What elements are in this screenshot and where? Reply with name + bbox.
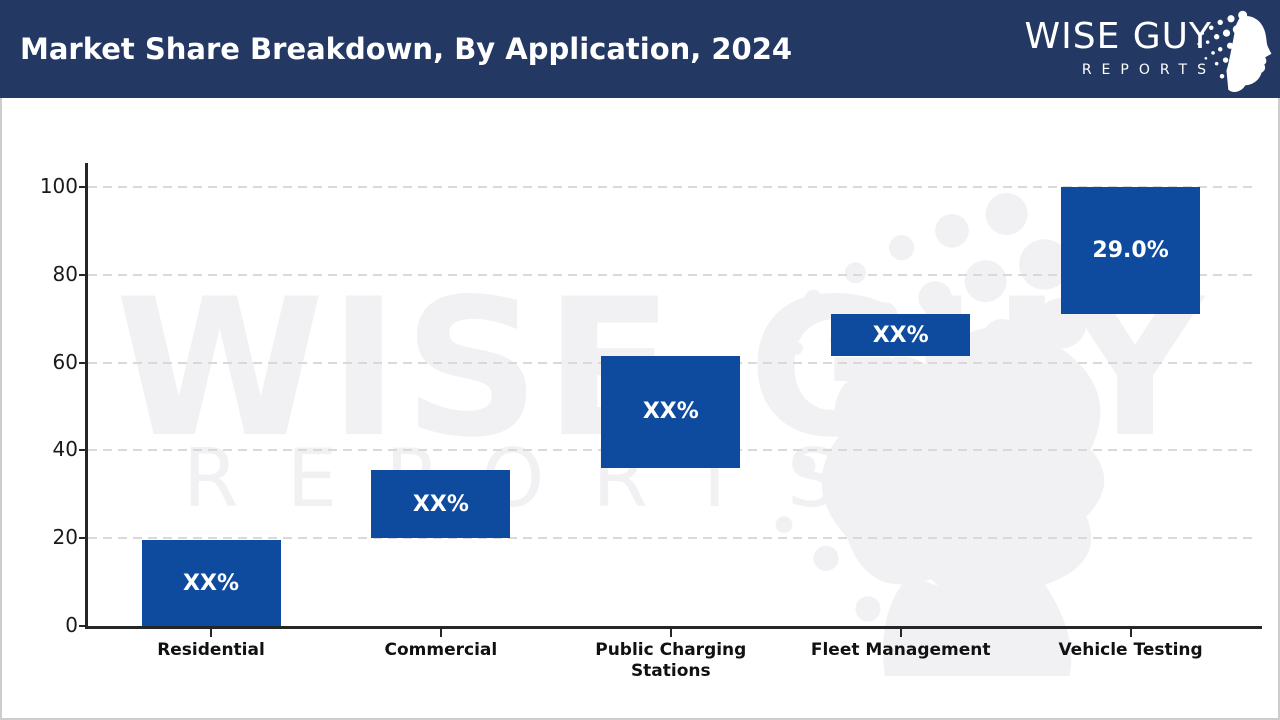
bar-value-label: XX% [183,570,239,596]
header-bar: Market Share Breakdown, By Application, … [0,0,1280,98]
logo-subtext: REPORTS [1081,62,1216,78]
x-tick-mark [210,629,212,637]
y-tick-label: 100 [39,174,78,198]
x-category-label: Commercial [384,640,498,660]
y-tick-mark [79,449,88,452]
x-tick-mark [439,629,442,637]
x-tick-mark [1129,629,1132,637]
waterfall-bar-segment: XX% [371,470,511,539]
logo-wordmark: WISE GUY [1024,16,1212,57]
watermark-head-icon [775,193,1139,676]
bar-value-label: XX% [642,399,699,425]
x-category-label: Vehicle Testing [1058,640,1203,660]
wiseguy-logo: WISE GUY REPORTS [1006,6,1276,96]
waterfall-bar-segment: XX% [831,314,971,356]
y-tick-label: 40 [52,437,78,462]
bar-value-label: XX% [412,491,469,517]
x-category-label: Public Charging Stations [595,640,747,681]
x-axis-spine [85,626,1262,629]
y-axis-spine [85,163,88,629]
bar-value-label: XX% [872,322,929,348]
y-tick-label: 20 [52,525,78,550]
wiseguy-head-icon [1197,10,1272,92]
y-tick-mark [79,361,88,364]
y-tick-label: 80 [52,261,78,286]
y-tick-mark [79,537,88,540]
y-tick-label: 0 [65,613,78,637]
x-category-label: Fleet Management [810,640,991,660]
waterfall-bar-segment: 29.0% [1061,187,1201,315]
grid-line [88,273,1256,276]
waterfall-bar-segment: XX% [141,540,281,626]
waterfall-bar-segment: XX% [601,356,741,468]
grid-line [88,537,1256,540]
x-tick-mark [899,629,902,637]
y-tick-mark [79,186,88,188]
bar-value-label: 29.0% [1092,238,1169,264]
x-category-label: Residential [157,640,265,660]
grid-line [88,186,1256,188]
x-tick-mark [669,629,672,637]
y-tick-mark [79,273,88,276]
y-tick-mark [79,625,88,627]
chart-title: Market Share Breakdown, By Application, … [20,32,793,66]
y-tick-label: 60 [52,349,78,374]
